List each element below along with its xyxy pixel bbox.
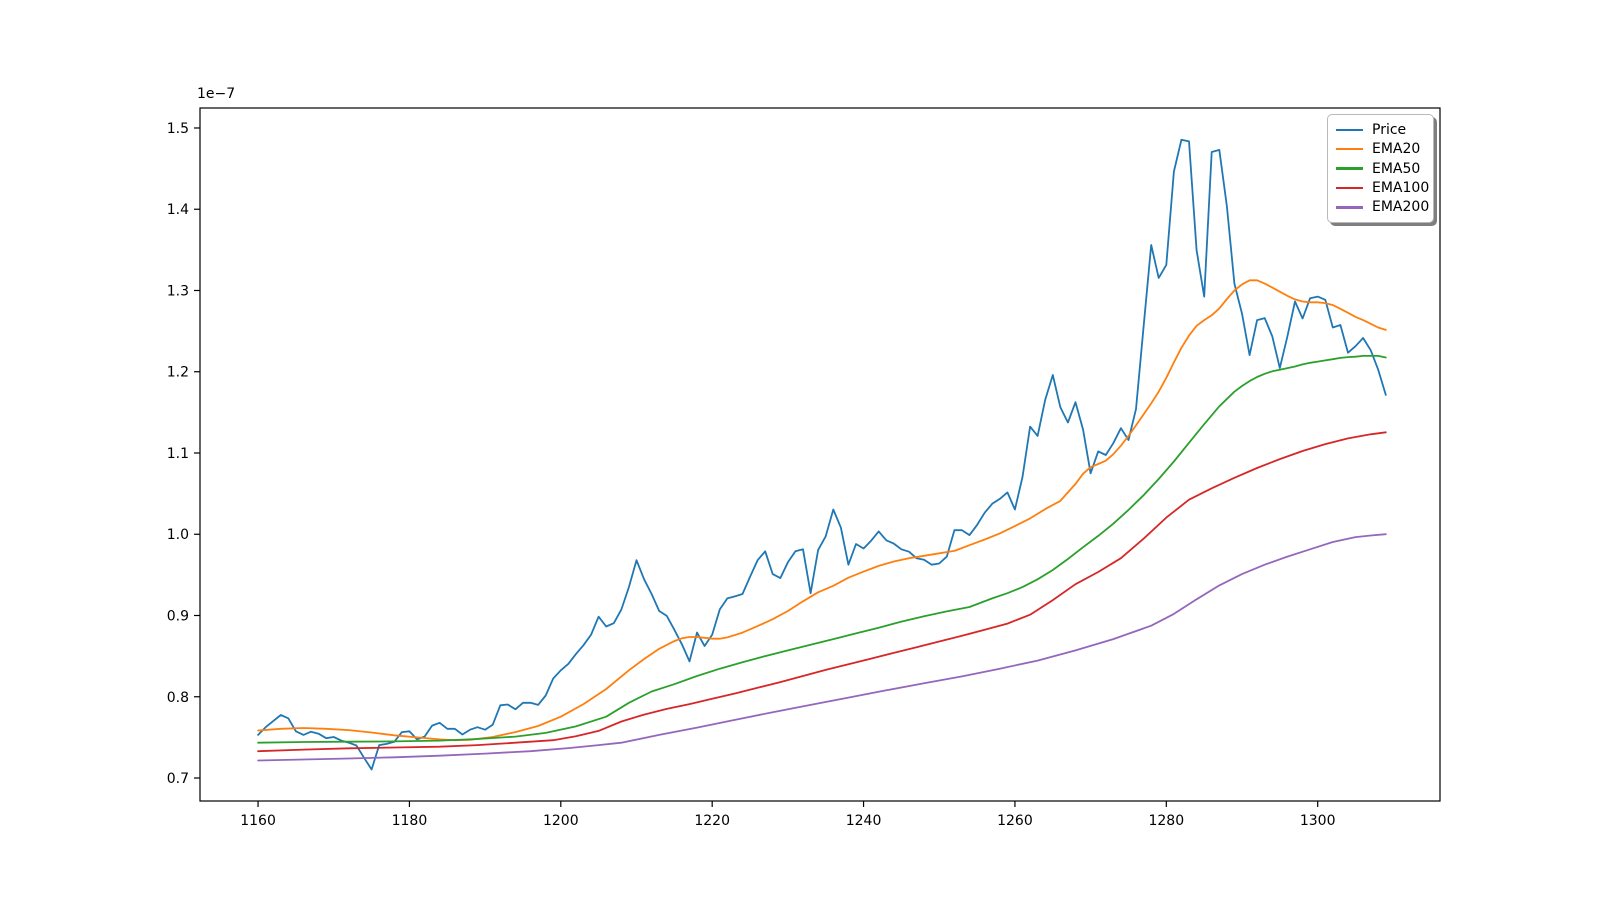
legend: Price EMA20 EMA50 EMA100 EMA200 bbox=[1327, 114, 1434, 223]
y-tick-label: 1.0 bbox=[167, 527, 189, 543]
legend-line-sample bbox=[1336, 186, 1363, 190]
legend-line-sample bbox=[1336, 128, 1363, 131]
y-tick-label: 0.8 bbox=[167, 690, 189, 706]
series-line-ema50 bbox=[257, 355, 1387, 744]
series-group bbox=[257, 138, 1387, 771]
legend-line-sample bbox=[1336, 206, 1363, 209]
y-tick-label: 1.1 bbox=[167, 446, 189, 462]
plot-border bbox=[199, 107, 1441, 802]
legend-label: EMA20 bbox=[1372, 141, 1421, 158]
series-line-ema100 bbox=[257, 431, 1387, 753]
x-tick-label: 1280 bbox=[1148, 813, 1184, 829]
legend-entry-ema200: EMA200 bbox=[1336, 198, 1429, 217]
legend-entry-ema20: EMA20 bbox=[1336, 139, 1425, 158]
x-tick-label: 1220 bbox=[694, 813, 730, 829]
x-tick-label: 1180 bbox=[392, 813, 428, 829]
series-line-ema20 bbox=[257, 279, 1387, 742]
legend-entry-price: Price bbox=[1336, 120, 1425, 139]
y-tick-label: 0.7 bbox=[167, 771, 189, 787]
x-tick-label: 1160 bbox=[240, 813, 276, 829]
legend-label: EMA200 bbox=[1372, 199, 1430, 216]
series-line-price bbox=[257, 138, 1387, 771]
x-tick-label: 1240 bbox=[846, 813, 882, 829]
x-tick-label: 1300 bbox=[1300, 813, 1336, 829]
y-tick-label: 1.2 bbox=[167, 365, 189, 381]
legend-entry-ema50: EMA50 bbox=[1336, 159, 1425, 178]
legend-label: EMA50 bbox=[1372, 160, 1421, 177]
legend-line-sample bbox=[1336, 147, 1363, 151]
legend-label: EMA100 bbox=[1372, 179, 1430, 196]
y-tick-label: 1.5 bbox=[167, 121, 189, 137]
y-tick-label: 1.3 bbox=[167, 283, 189, 299]
legend-label: Price bbox=[1372, 121, 1407, 138]
y-tick-label: 1.4 bbox=[167, 202, 189, 218]
y-tick-label: 0.9 bbox=[167, 609, 189, 625]
series-line-ema200 bbox=[257, 533, 1387, 762]
legend-entry-ema100: EMA100 bbox=[1336, 178, 1429, 197]
legend-line-sample bbox=[1336, 167, 1363, 170]
x-tick-label: 1200 bbox=[543, 813, 579, 829]
x-tick-label: 1260 bbox=[997, 813, 1033, 829]
y-axis-offset-label: 1e−7 bbox=[197, 86, 236, 102]
